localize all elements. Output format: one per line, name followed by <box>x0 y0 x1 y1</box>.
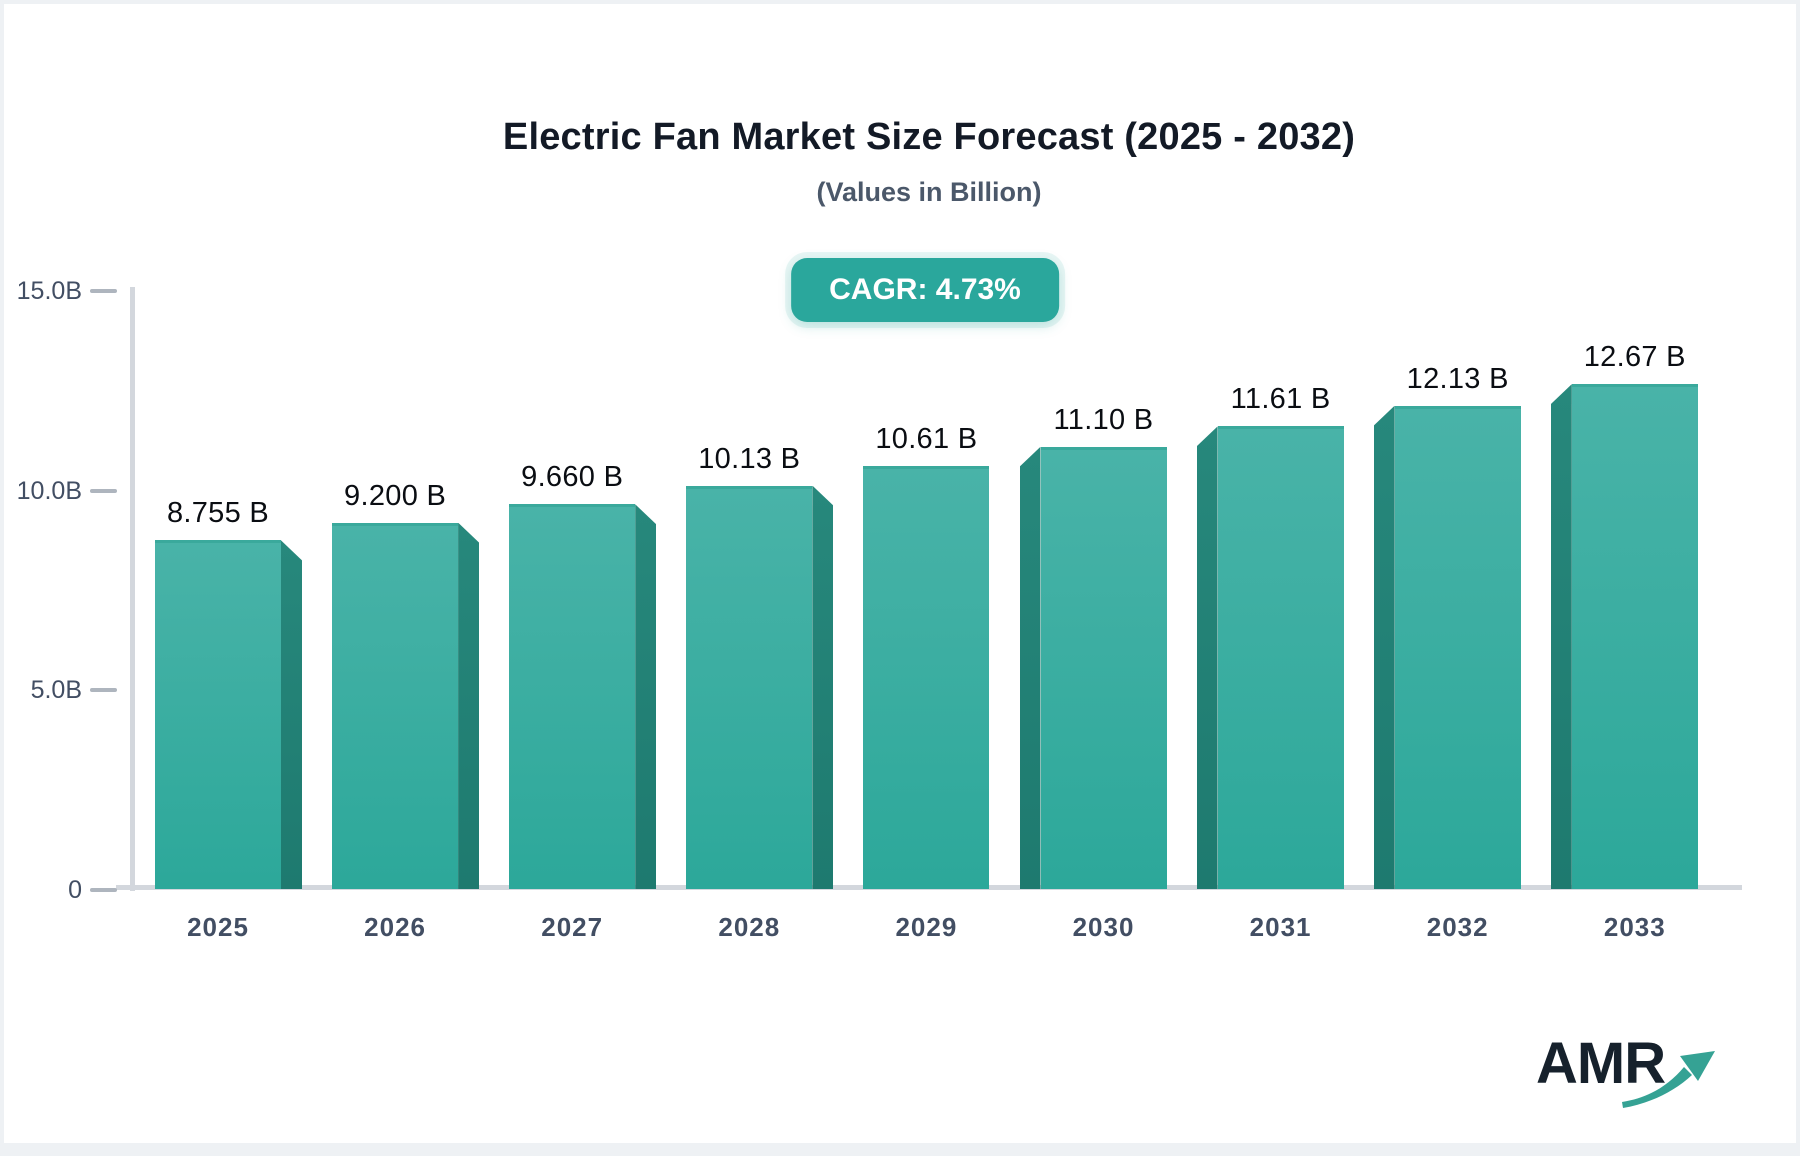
bar-value-label: 10.13 B <box>698 442 801 475</box>
cagr-badge: CAGR: 4.73% <box>791 258 1059 322</box>
x-tick-label: 2028 <box>718 912 781 942</box>
y-tick-dash <box>90 488 117 493</box>
y-tick-label: 10.0B <box>16 476 82 505</box>
x-tick-label: 2025 <box>187 912 249 942</box>
bar-value-label: 11.61 B <box>1230 383 1331 416</box>
bar-side-shadow <box>281 540 302 889</box>
bar-group <box>1373 405 1543 889</box>
bar-value-label: 11.10 B <box>1053 403 1154 436</box>
y-axis-line <box>130 287 135 891</box>
bar-value-label: 10.61 B <box>875 423 978 456</box>
bar-group <box>1019 446 1189 889</box>
bar-value-label: 8.755 B <box>166 497 270 530</box>
y-tick-dash <box>90 688 117 693</box>
bar-face <box>1040 446 1167 889</box>
chart-subtitle: (Values in Billion) <box>816 177 1042 207</box>
bar-face <box>863 466 990 889</box>
bar-side-shadow <box>1019 446 1041 889</box>
x-tick-label: 2033 <box>1603 912 1666 942</box>
x-tick-label: 2027 <box>541 912 604 942</box>
bar-face <box>686 485 813 889</box>
x-tick-label: 2029 <box>895 912 958 942</box>
bar-side-shadow <box>1196 426 1218 889</box>
bar-side-shadow <box>1373 405 1395 889</box>
chart-card: Electric Fan Market Size Forecast (2025 … <box>4 4 1796 1143</box>
y-tick-dash <box>90 888 117 892</box>
bar-group <box>1550 384 1720 889</box>
bar-group <box>664 485 834 889</box>
bar-value-label: 12.67 B <box>1583 341 1686 374</box>
amr-logo: AMR <box>1536 1034 1716 1114</box>
y-tick-dash <box>90 289 117 294</box>
amr-logo-text: AMR <box>1536 1031 1666 1096</box>
x-tick-label: 2031 <box>1249 912 1312 942</box>
chart-title: Electric Fan Market Size Forecast (2025 … <box>502 116 1356 158</box>
bar-face <box>1571 384 1698 889</box>
bar-face <box>509 504 636 889</box>
x-tick-label: 2032 <box>1426 912 1489 942</box>
bar-side-shadow <box>812 485 834 889</box>
bar-value-label: 9.660 B <box>521 461 624 494</box>
bar-face <box>155 540 281 889</box>
bar-face <box>1394 405 1521 889</box>
y-tick-label: 0 <box>68 876 82 904</box>
bar-group <box>310 522 480 889</box>
x-tick-label: 2026 <box>364 912 427 942</box>
bar-side-shadow <box>458 522 480 889</box>
growth-arrow-icon <box>1622 1051 1715 1108</box>
x-tick-label: 2030 <box>1072 912 1135 942</box>
bar-group <box>487 504 657 889</box>
bar-side-shadow <box>1550 384 1572 889</box>
bar-group <box>133 540 303 889</box>
bar-side-shadow <box>635 504 657 889</box>
y-tick-label: 5.0B <box>30 676 82 705</box>
y-tick-label: 15.0B <box>16 277 82 306</box>
bar-face <box>332 522 459 889</box>
bar-group <box>1196 426 1366 889</box>
bar-group <box>841 466 1011 889</box>
bar-value-label: 9.200 B <box>344 479 447 512</box>
bar-value-label: 12.13 B <box>1406 362 1509 395</box>
bar-face <box>1217 426 1344 889</box>
